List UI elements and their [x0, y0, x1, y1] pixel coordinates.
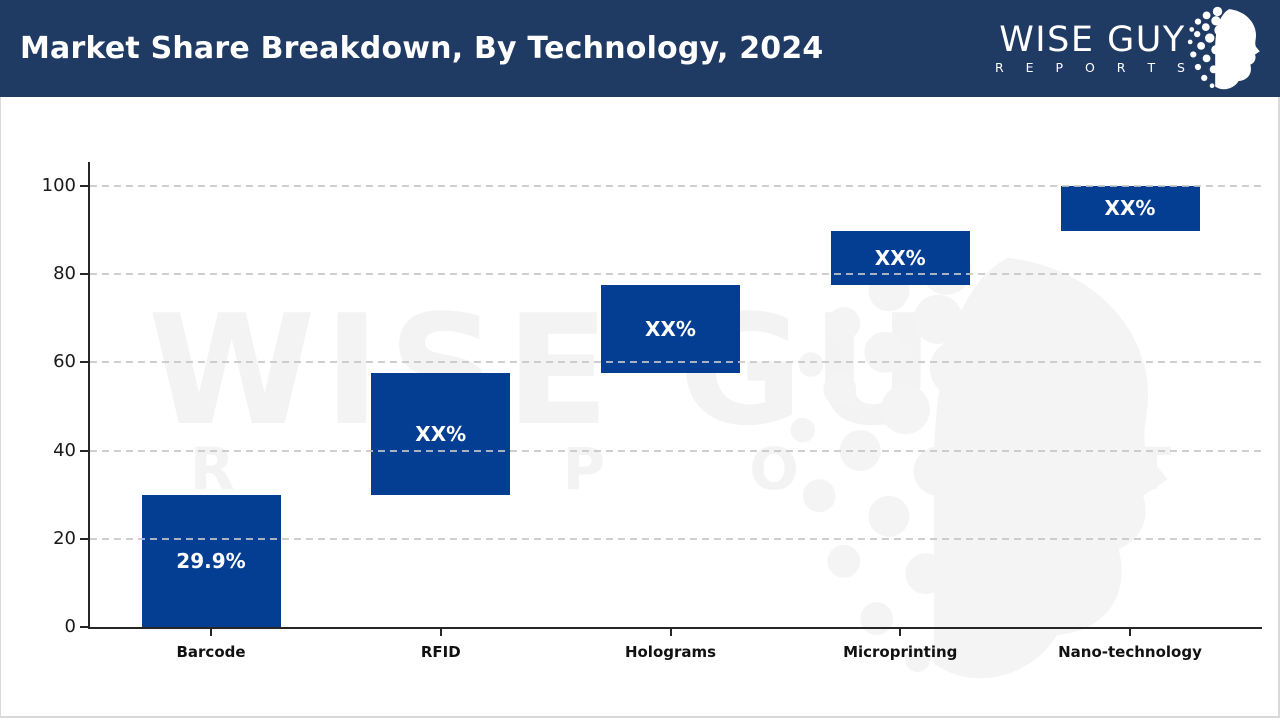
y-tick-mark	[80, 626, 88, 628]
bar-value-label: XX%	[645, 317, 696, 342]
y-tick-mark	[80, 185, 88, 187]
y-tick-label: 20	[53, 527, 76, 549]
x-tick-label: Barcode	[176, 643, 246, 661]
bar: XX%	[371, 373, 511, 496]
x-tick-mark	[210, 629, 212, 636]
y-tick-mark	[80, 449, 88, 452]
bottom-border	[0, 716, 1280, 718]
x-tick-mark	[669, 629, 672, 636]
right-border	[1278, 97, 1280, 718]
y-tick-label: 60	[53, 351, 76, 373]
bar-value-label: XX%	[415, 422, 467, 447]
y-tick-mark	[80, 537, 88, 540]
x-tick-label: Nano-technology	[1058, 643, 1202, 661]
bar-value-label: XX%	[1104, 196, 1156, 221]
header-bar: Market Share Breakdown, By Technology, 2…	[0, 0, 1280, 97]
y-tick-label: 100	[41, 175, 76, 196]
gridline	[90, 537, 1262, 540]
bar-value-label: 29.9%	[176, 549, 246, 574]
page-title: Market Share Breakdown, By Technology, 2…	[20, 31, 824, 66]
logo-wordmark: WISE GUY R E P O R T S	[991, 22, 1194, 75]
bar: XX%	[601, 285, 740, 374]
bar: 29.9%	[141, 495, 281, 627]
x-tick-label: RFID	[420, 643, 461, 661]
y-tick-mark	[80, 273, 88, 276]
x-tick-mark	[439, 629, 442, 636]
x-tick-mark	[1129, 629, 1131, 636]
y-tick-label: 40	[53, 439, 76, 461]
y-axis-spine	[88, 161, 90, 629]
y-tick-mark	[80, 361, 88, 364]
brand-logo: WISE GUY R E P O R T S	[991, 6, 1280, 92]
bar: XX%	[830, 230, 970, 286]
y-tick-label: 0	[64, 616, 76, 637]
x-axis-spine	[88, 627, 1262, 629]
gridline	[90, 449, 1262, 452]
plot: 0 20 40 60 80 100 29.9% Barcode XX% RFID XX% Hologr…	[0, 97, 1280, 720]
logo-wordmark-line2: R E P O R T S	[994, 59, 1194, 75]
gridline	[90, 185, 1262, 187]
chart-area: WISE GUY R E P O R T S 02040608010029.9%…	[0, 97, 1280, 720]
logo-wordmark-line1: WISE GUY	[999, 20, 1186, 61]
x-tick-label: Microprinting	[843, 643, 958, 661]
gridline	[90, 361, 1262, 364]
y-tick-label: 80	[53, 263, 76, 285]
x-tick-mark	[899, 629, 902, 636]
gridline	[90, 273, 1262, 276]
bar: XX%	[1060, 186, 1200, 231]
left-border	[0, 97, 1, 718]
bar-value-label: XX%	[874, 246, 926, 271]
x-tick-label: Holograms	[624, 643, 717, 661]
